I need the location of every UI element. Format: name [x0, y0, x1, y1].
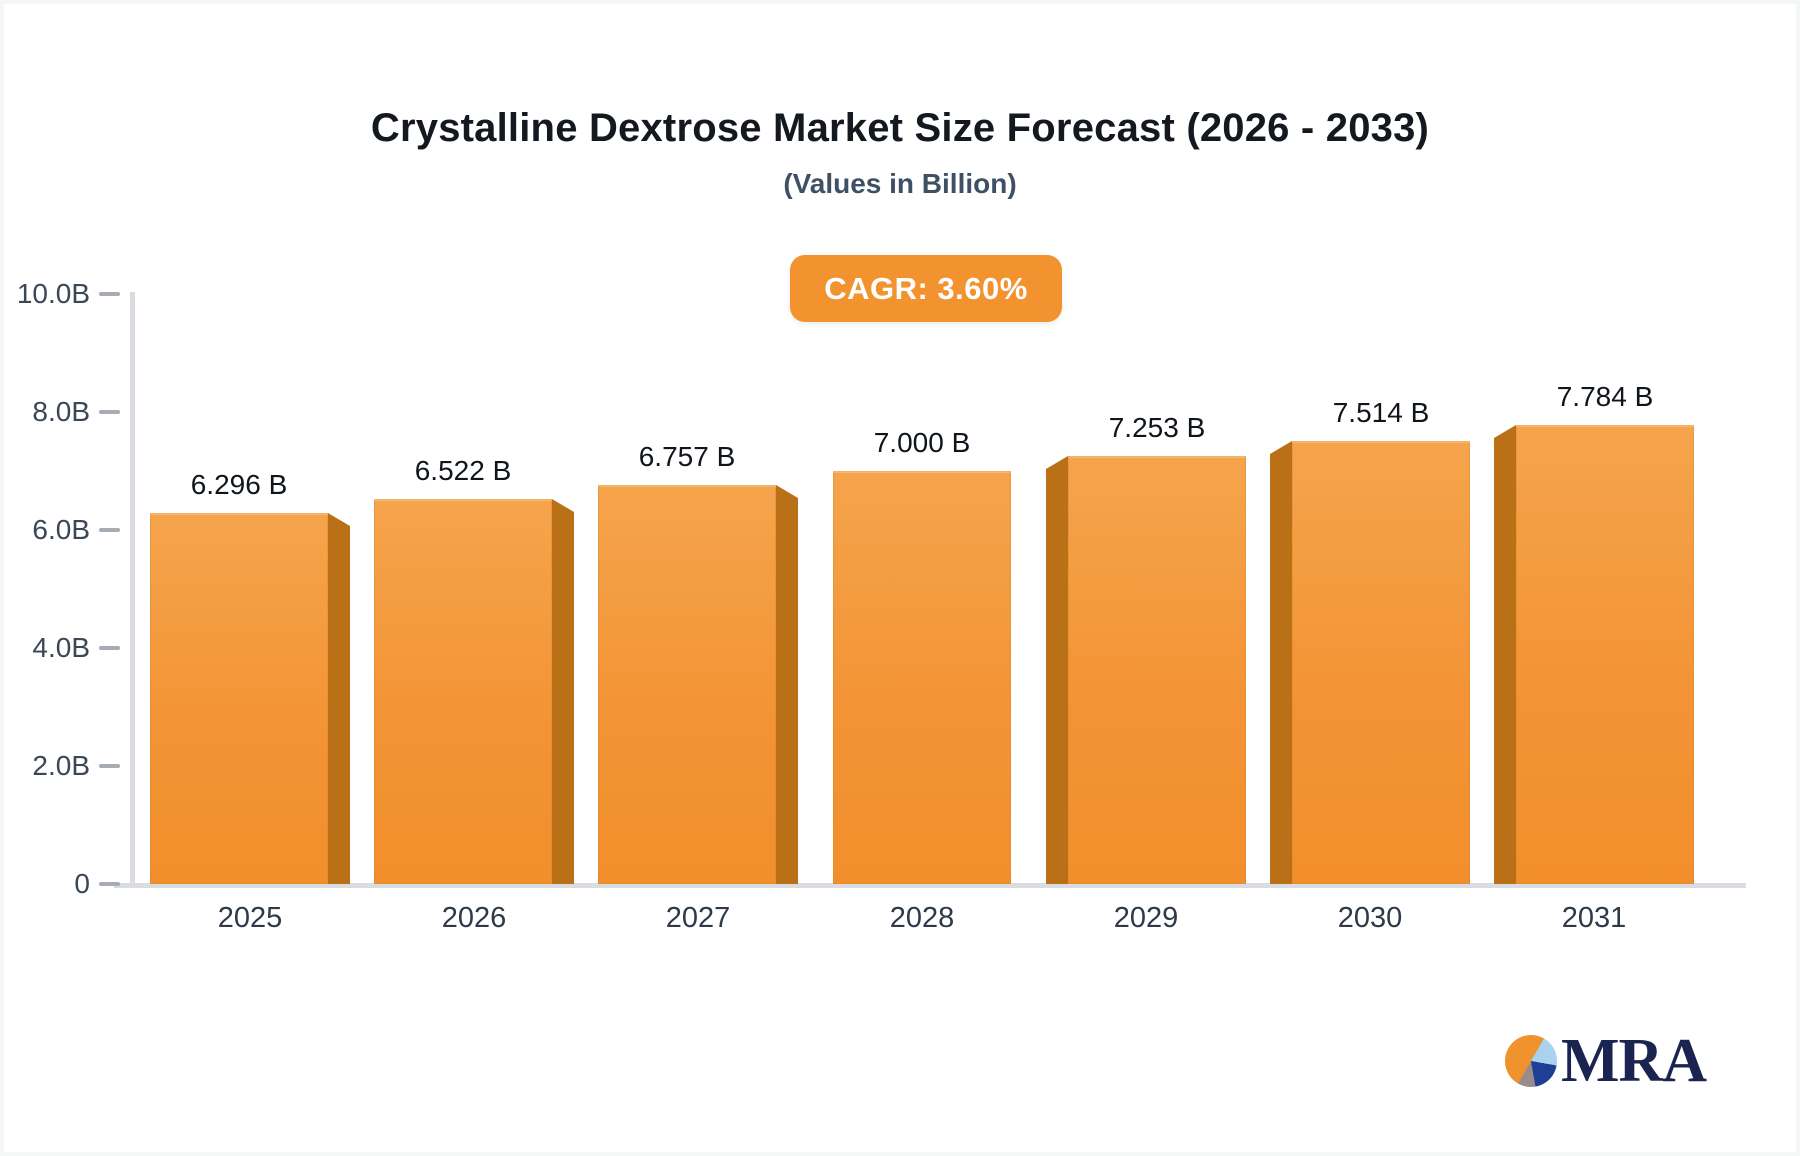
bar-value-label: 7.253 B — [1108, 412, 1206, 443]
y-axis-tick-mark — [99, 882, 120, 886]
y-axis-tick-label: 2.0B — [32, 750, 90, 781]
x-axis-tick-label: 2027 — [665, 902, 731, 934]
brand-logo-text: MRA — [1561, 1027, 1707, 1095]
y-axis-tick-label: 10.0B — [16, 278, 90, 309]
x-axis-tick-label: 2025 — [217, 902, 283, 934]
bar-3d-side — [552, 499, 574, 884]
x-axis-tick-label: 2026 — [441, 902, 507, 934]
bar — [1068, 456, 1246, 884]
chart-subtitle: (Values in Billion) — [783, 168, 1017, 199]
y-axis-tick-label: 0 — [74, 868, 90, 899]
cagr-badge: CAGR: 3.60% — [790, 255, 1062, 322]
bar — [150, 513, 328, 884]
bar — [374, 499, 552, 884]
bar-3d-side — [1494, 425, 1516, 884]
bar-value-label: 6.757 B — [638, 441, 736, 472]
x-axis-tick-label: 2030 — [1337, 902, 1403, 934]
x-axis-line — [114, 883, 1746, 888]
bar — [598, 485, 776, 884]
y-axis-tick-mark — [99, 528, 120, 532]
cagr-badge-label: CAGR: 3.60% — [824, 270, 1028, 306]
bar-value-label: 7.784 B — [1556, 381, 1654, 412]
chart-title: Crystalline Dextrose Market Size Forecas… — [370, 106, 1430, 150]
y-axis-tick-mark — [99, 410, 120, 414]
bar — [1516, 425, 1694, 884]
bar-value-label: 7.514 B — [1332, 397, 1430, 428]
bar-3d-side — [328, 513, 350, 884]
bar — [1292, 441, 1470, 884]
bar-value-label: 6.522 B — [414, 455, 512, 486]
bar-3d-side — [1270, 441, 1292, 884]
y-axis-tick-mark — [99, 764, 120, 768]
x-axis-tick-label: 2031 — [1561, 902, 1627, 934]
bar-value-label: 7.000 B — [873, 427, 971, 458]
x-axis-tick-label: 2028 — [889, 902, 955, 934]
brand-logo: MRA — [1505, 1027, 1707, 1095]
y-axis-tick-label: 4.0B — [32, 632, 90, 663]
bar-3d-side — [1046, 456, 1068, 884]
y-axis-tick-mark — [99, 292, 120, 296]
bar-value-label: 6.296 B — [190, 469, 288, 500]
x-axis-tick-label: 2029 — [1113, 902, 1179, 934]
y-axis-tick-mark — [99, 646, 120, 650]
y-axis-tick-label: 8.0B — [32, 396, 90, 427]
bar — [833, 471, 1011, 884]
bar-3d-side — [776, 485, 798, 884]
y-axis-tick-label: 6.0B — [32, 514, 90, 545]
pie-chart-icon — [1505, 1035, 1557, 1087]
y-axis-line — [130, 292, 135, 886]
